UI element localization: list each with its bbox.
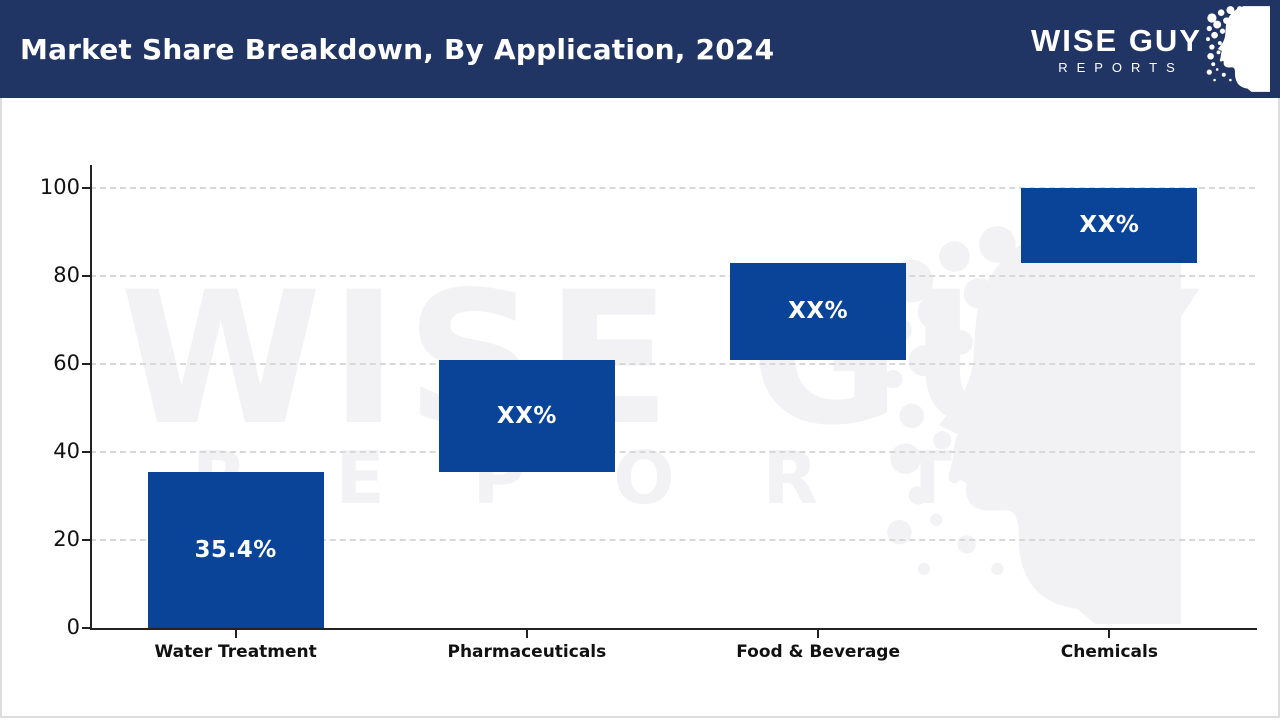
y-tick-mark-40 xyxy=(82,451,90,453)
bar-value-label: XX% xyxy=(1079,212,1140,239)
logo-subtitle: REPORTS xyxy=(1058,59,1184,75)
logo-wordmark: WISE GUY xyxy=(1030,22,1202,58)
category-label-0: Water Treatment xyxy=(154,642,317,662)
y-tick-mark-20 xyxy=(82,539,90,541)
bar-value-label: 35.4% xyxy=(194,537,277,564)
page-title: Market Share Breakdown, By Application, … xyxy=(20,32,775,66)
category-label-2: Food & Beverage xyxy=(736,642,901,662)
y-tick-label-20: 20 xyxy=(53,527,80,551)
x-tick-mark-0 xyxy=(234,630,237,638)
y-tick-mark-0 xyxy=(82,627,90,629)
bar-food-beverage: XX% xyxy=(730,262,907,360)
watermark-subtitle: REPORTS xyxy=(192,436,1180,520)
bar-pharmaceuticals: XX% xyxy=(438,359,615,473)
y-tick-label-40: 40 xyxy=(53,439,80,463)
logo-text: WISE GUY REPORTS xyxy=(1031,25,1202,74)
header-bar: Market Share Breakdown, By Application, … xyxy=(0,0,1280,98)
bar-water-treatment: 35.4% xyxy=(147,472,324,628)
gridline-80 xyxy=(90,275,1255,277)
gridline-40 xyxy=(90,451,1255,453)
x-tick-mark-3 xyxy=(1108,630,1111,638)
dotted-face-icon xyxy=(1205,6,1270,92)
x-tick-mark-2 xyxy=(817,630,820,638)
y-tick-mark-80 xyxy=(82,275,90,277)
gridline-60 xyxy=(90,363,1255,365)
bar-chemicals: XX% xyxy=(1021,188,1198,263)
y-tick-label-100: 100 xyxy=(39,175,80,199)
category-label-1: Pharmaceuticals xyxy=(447,642,607,662)
y-tick-label-80: 80 xyxy=(53,263,80,287)
x-tick-mark-1 xyxy=(525,630,528,638)
x-axis-line xyxy=(90,628,1257,630)
y-tick-mark-100 xyxy=(82,187,90,189)
bar-value-label: XX% xyxy=(788,298,849,325)
wise-guy-reports-logo: WISE GUY REPORTS xyxy=(1031,6,1280,92)
gridline-20 xyxy=(90,539,1255,541)
y-tick-mark-60 xyxy=(82,363,90,365)
bar-value-label: XX% xyxy=(496,402,557,429)
y-axis-line xyxy=(90,165,92,630)
watermark-face-icon xyxy=(884,226,1182,624)
y-tick-label-60: 60 xyxy=(53,351,80,375)
category-label-3: Chemicals xyxy=(1060,642,1158,662)
gridline-100 xyxy=(90,187,1255,189)
y-tick-label-0: 0 xyxy=(66,615,80,639)
chart-canvas: WISE GUY REPORTS 0 20 40 60 80 100 35.4% Water … xyxy=(0,98,1280,718)
